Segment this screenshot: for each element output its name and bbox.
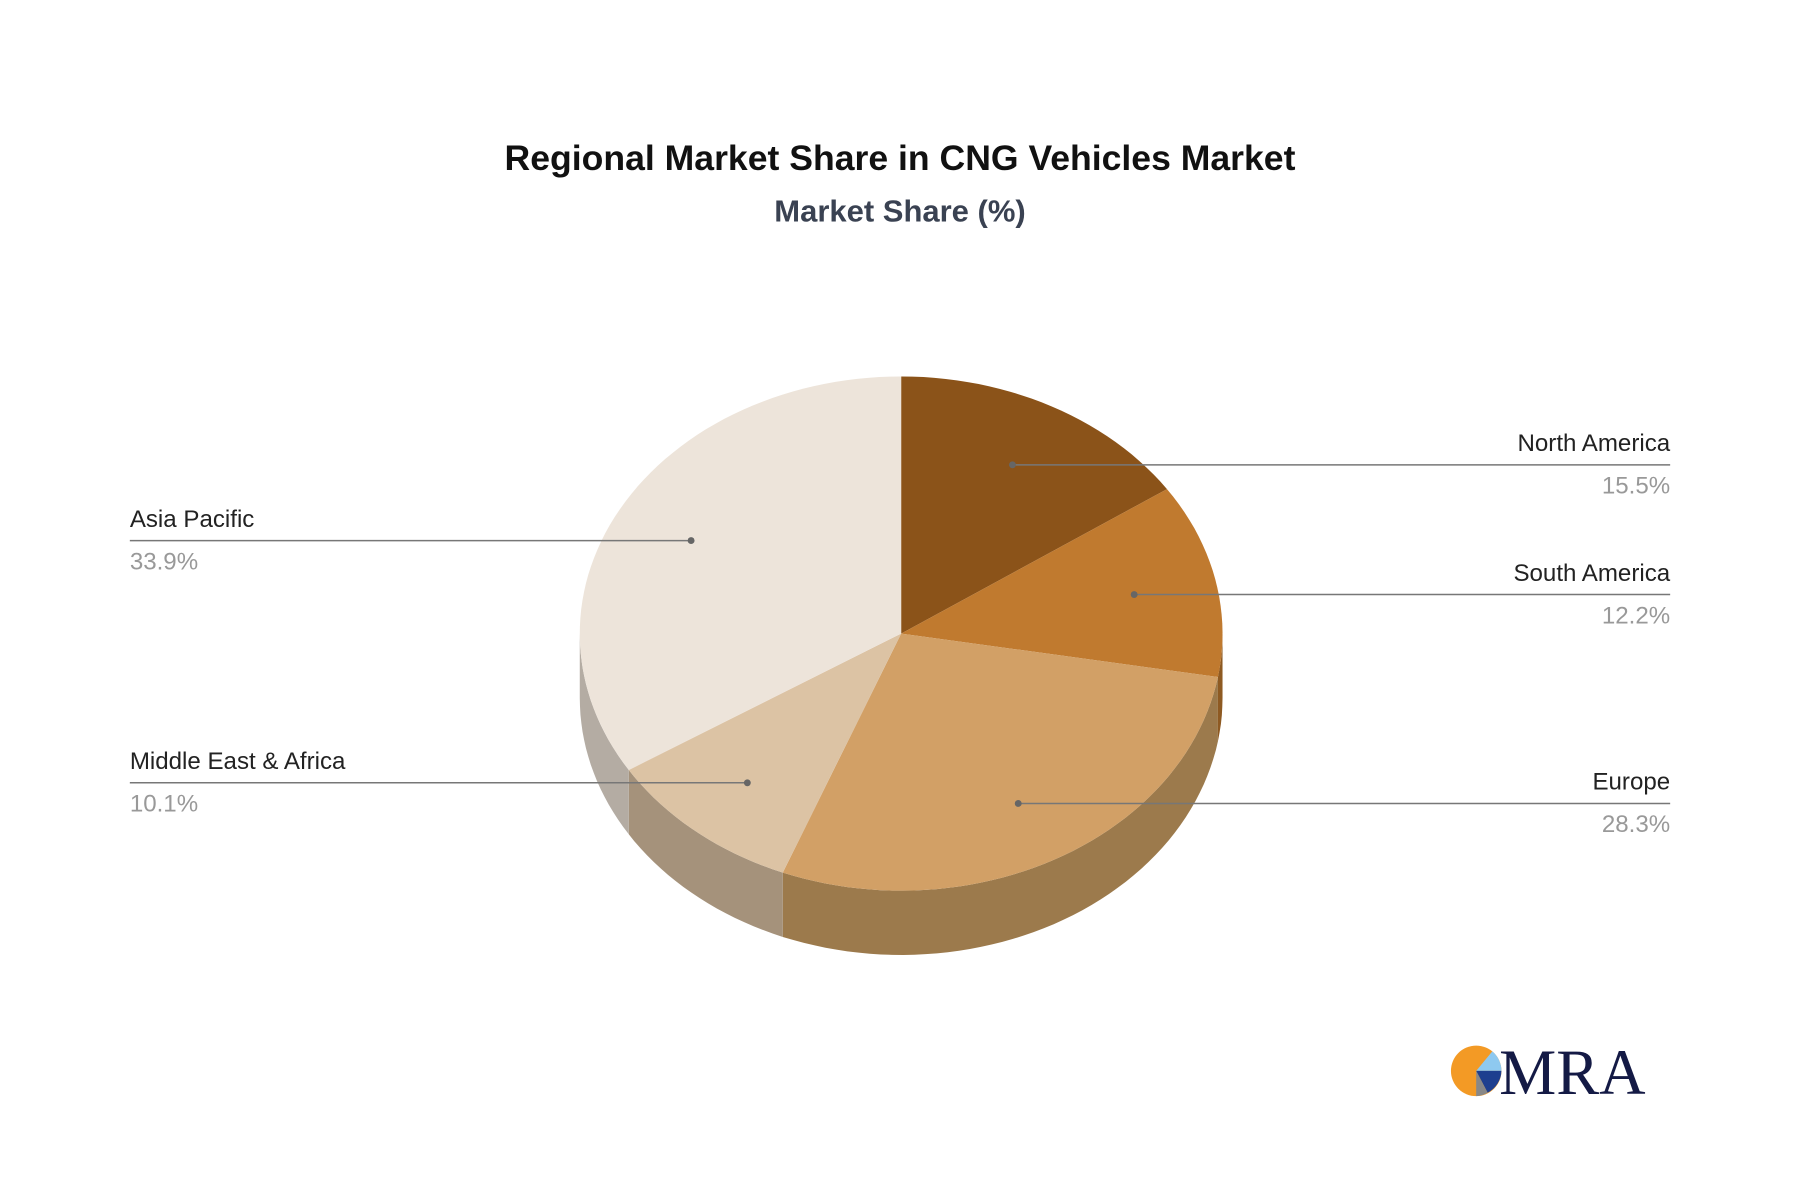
label-south-america: South America: [1513, 560, 1670, 587]
value-middle-east-africa: 10.1%: [130, 790, 198, 817]
slice-asia-pacific[interactable]: [579, 376, 902, 770]
label-asia-pacific: Asia Pacific: [130, 506, 255, 533]
pie-sides: [579, 633, 1223, 955]
leader-dot-north-america: [1009, 461, 1016, 469]
chart-subtitle: Market Share (%): [774, 194, 1025, 229]
chart-title: Regional Market Share in CNG Vehicles Ma…: [505, 138, 1296, 178]
slice-side-south-america: [1217, 633, 1223, 742]
label-north-america: North America: [1518, 430, 1671, 457]
slice-europe[interactable]: [782, 633, 1218, 891]
pie-slices: [579, 376, 1223, 891]
logo-text: MRA: [1499, 1037, 1645, 1108]
slice-side-europe: [782, 676, 1218, 955]
slice-side-middle-east-africa: [628, 769, 783, 937]
label-europe: Europe: [1592, 769, 1670, 796]
slice-north-america[interactable]: [901, 376, 1167, 634]
leader-dot-europe: [1014, 800, 1022, 807]
value-south-america: 12.2%: [1602, 602, 1670, 629]
mra-logo: MRA: [1450, 1037, 1646, 1108]
value-north-america: 15.5%: [1602, 473, 1670, 500]
slice-middle-east-africa[interactable]: [628, 633, 902, 873]
value-asia-pacific: 33.9%: [130, 548, 198, 575]
leader-dot-asia-pacific: [687, 537, 695, 545]
slice-labels: North America 15.5% South America 12.2% Euro…: [129, 430, 1671, 838]
leader-dot-middle-east-africa: [743, 779, 751, 787]
leader-dot-south-america: [1130, 591, 1138, 598]
slice-side-asia-pacific: [579, 633, 629, 835]
value-europe: 28.3%: [1602, 811, 1670, 838]
label-middle-east-africa: Middle East & Africa: [130, 748, 346, 775]
slice-south-america[interactable]: [901, 489, 1223, 677]
